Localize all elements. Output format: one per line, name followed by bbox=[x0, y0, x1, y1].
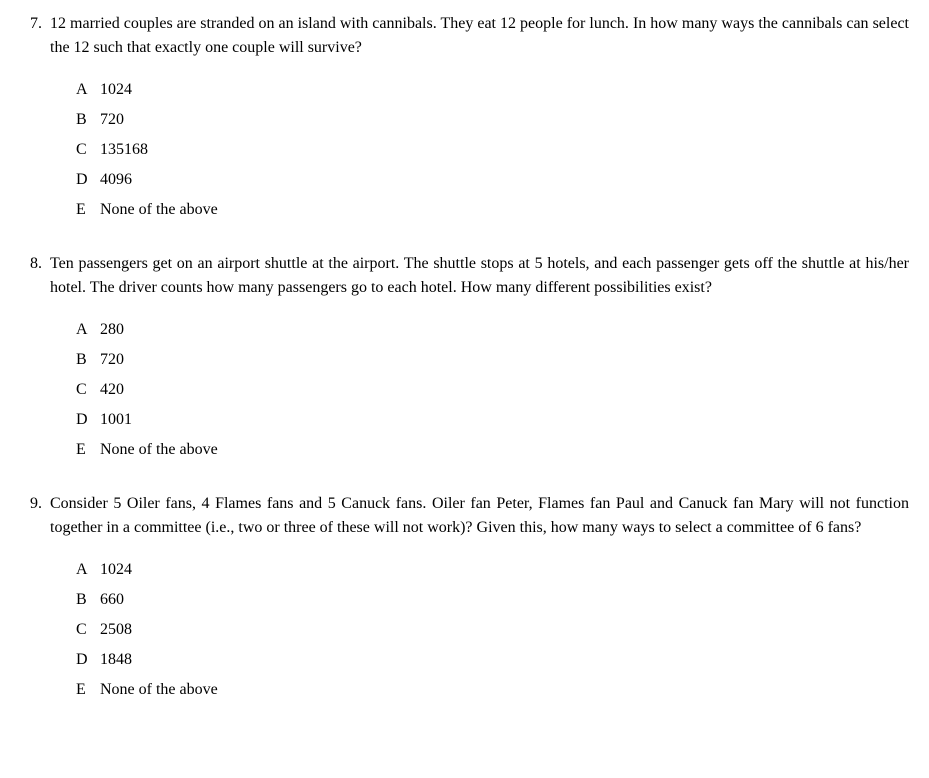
question-number: 9. bbox=[20, 492, 50, 708]
option-value: 420 bbox=[100, 378, 909, 402]
option-d: D4096 bbox=[76, 168, 909, 192]
option-value: 1024 bbox=[100, 558, 909, 582]
option-e: ENone of the above bbox=[76, 678, 909, 702]
option-e: ENone of the above bbox=[76, 198, 909, 222]
questions-container: 7.12 married couples are stranded on an … bbox=[20, 12, 909, 708]
option-letter: E bbox=[76, 438, 100, 462]
options-list: A1024B720C135168D4096ENone of the above bbox=[50, 78, 909, 222]
option-letter: C bbox=[76, 618, 100, 642]
option-a: A1024 bbox=[76, 78, 909, 102]
option-d: D1848 bbox=[76, 648, 909, 672]
option-letter: B bbox=[76, 588, 100, 612]
option-c: C2508 bbox=[76, 618, 909, 642]
option-d: D1001 bbox=[76, 408, 909, 432]
option-b: B660 bbox=[76, 588, 909, 612]
option-letter: A bbox=[76, 318, 100, 342]
question-2: 8.Ten passengers get on an airport shutt… bbox=[20, 252, 909, 468]
option-letter: D bbox=[76, 408, 100, 432]
option-value: 660 bbox=[100, 588, 909, 612]
option-letter: E bbox=[76, 198, 100, 222]
option-value: 4096 bbox=[100, 168, 909, 192]
option-b: B720 bbox=[76, 108, 909, 132]
question-body: Consider 5 Oiler fans, 4 Flames fans and… bbox=[50, 492, 909, 708]
option-letter: B bbox=[76, 108, 100, 132]
option-letter: C bbox=[76, 378, 100, 402]
options-list: A280B720C420D1001ENone of the above bbox=[50, 318, 909, 462]
option-letter: B bbox=[76, 348, 100, 372]
question-number: 7. bbox=[20, 12, 50, 228]
option-value: None of the above bbox=[100, 198, 909, 222]
option-value: 1001 bbox=[100, 408, 909, 432]
option-value: 135168 bbox=[100, 138, 909, 162]
option-value: 720 bbox=[100, 108, 909, 132]
question-body: 12 married couples are stranded on an is… bbox=[50, 12, 909, 228]
question-text: Consider 5 Oiler fans, 4 Flames fans and… bbox=[50, 492, 909, 540]
option-value: None of the above bbox=[100, 438, 909, 462]
option-letter: A bbox=[76, 558, 100, 582]
option-letter: E bbox=[76, 678, 100, 702]
question-text: 12 married couples are stranded on an is… bbox=[50, 12, 909, 60]
option-value: None of the above bbox=[100, 678, 909, 702]
question-text: Ten passengers get on an airport shuttle… bbox=[50, 252, 909, 300]
question-body: Ten passengers get on an airport shuttle… bbox=[50, 252, 909, 468]
option-value: 280 bbox=[100, 318, 909, 342]
question-3: 9.Consider 5 Oiler fans, 4 Flames fans a… bbox=[20, 492, 909, 708]
option-c: C420 bbox=[76, 378, 909, 402]
option-value: 1848 bbox=[100, 648, 909, 672]
option-letter: C bbox=[76, 138, 100, 162]
option-c: C135168 bbox=[76, 138, 909, 162]
question-number: 8. bbox=[20, 252, 50, 468]
option-letter: D bbox=[76, 648, 100, 672]
option-letter: A bbox=[76, 78, 100, 102]
option-b: B720 bbox=[76, 348, 909, 372]
option-value: 1024 bbox=[100, 78, 909, 102]
option-value: 2508 bbox=[100, 618, 909, 642]
option-a: A280 bbox=[76, 318, 909, 342]
option-value: 720 bbox=[100, 348, 909, 372]
option-e: ENone of the above bbox=[76, 438, 909, 462]
question-1: 7.12 married couples are stranded on an … bbox=[20, 12, 909, 228]
option-a: A1024 bbox=[76, 558, 909, 582]
option-letter: D bbox=[76, 168, 100, 192]
options-list: A1024B660C2508D1848ENone of the above bbox=[50, 558, 909, 702]
